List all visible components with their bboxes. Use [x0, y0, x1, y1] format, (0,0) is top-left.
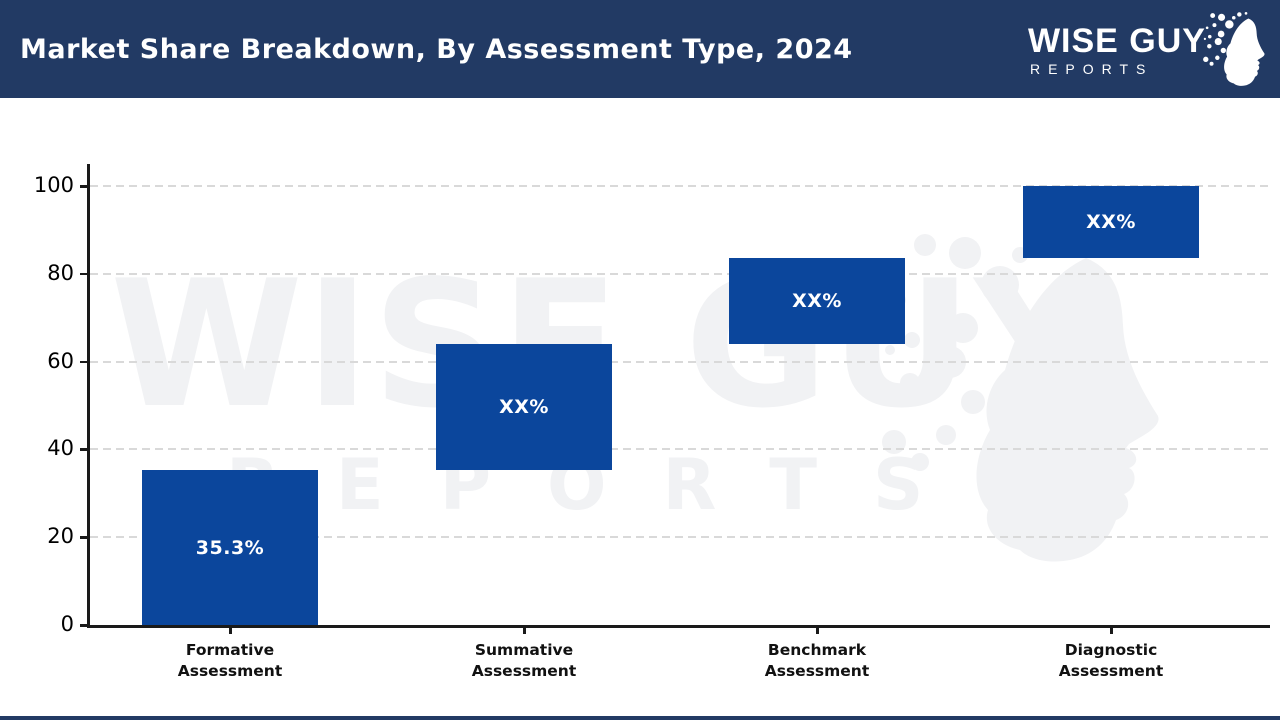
x-category-label: Diagnostic Assessment [1058, 641, 1164, 680]
header: Market Share Breakdown, By Assessment Ty… [0, 0, 1280, 98]
brand-face-icon [1203, 12, 1265, 86]
y-tick-label: 20 [47, 524, 74, 549]
bar-segment: XX% [1023, 186, 1199, 259]
bar-value-label: XX% [499, 396, 549, 419]
y-tick-label: 80 [47, 260, 74, 285]
footer-bar [0, 716, 1280, 720]
y-tick-mark [80, 536, 88, 539]
y-tick-mark [80, 624, 88, 627]
bar-value-label: XX% [1086, 211, 1136, 234]
x-axis-line [87, 625, 1270, 628]
x-category-label: Benchmark Assessment [764, 641, 870, 680]
y-tick-label: 0 [60, 612, 74, 636]
brand-logo-text: WISE GUY REPORTS [1028, 24, 1206, 77]
x-tick-mark [816, 625, 819, 634]
y-tick-mark [80, 272, 88, 276]
bar-segment: XX% [729, 258, 905, 345]
gridline [90, 536, 1270, 539]
logo-wordmark: WISE GUY [1027, 21, 1206, 60]
x-tick-mark [229, 625, 232, 634]
y-tick-label: 100 [33, 173, 74, 197]
y-axis-line [87, 164, 90, 627]
x-tick-mark [523, 625, 526, 634]
gridline [90, 360, 1270, 363]
brand-logo: WISE GUY REPORTS [1028, 8, 1272, 92]
bar-value-label: XX% [792, 290, 842, 313]
gridline [90, 448, 1270, 451]
y-tick-mark [80, 360, 88, 364]
page-title: Market Share Breakdown, By Assessment Ty… [20, 34, 853, 65]
chart-area: WISE GUY REPORTS 0 20 40 60 80 100 35.3% XX% XX… [0, 98, 1280, 716]
bar-segment: XX% [436, 344, 612, 471]
x-tick-mark [1110, 625, 1113, 634]
y-tick-mark [80, 448, 88, 451]
x-category-label: Formative Assessment [177, 641, 283, 680]
logo-subtext: REPORTS [1029, 60, 1154, 77]
y-tick-label: 60 [47, 348, 74, 373]
bar-value-label: 35.3% [195, 536, 265, 559]
gridline [90, 185, 1270, 187]
bar-segment: 35.3% [142, 470, 318, 625]
x-category-label: Summative Assessment [471, 641, 577, 680]
gridline [90, 272, 1270, 275]
y-tick-label: 40 [47, 436, 74, 461]
y-tick-mark [80, 185, 88, 188]
